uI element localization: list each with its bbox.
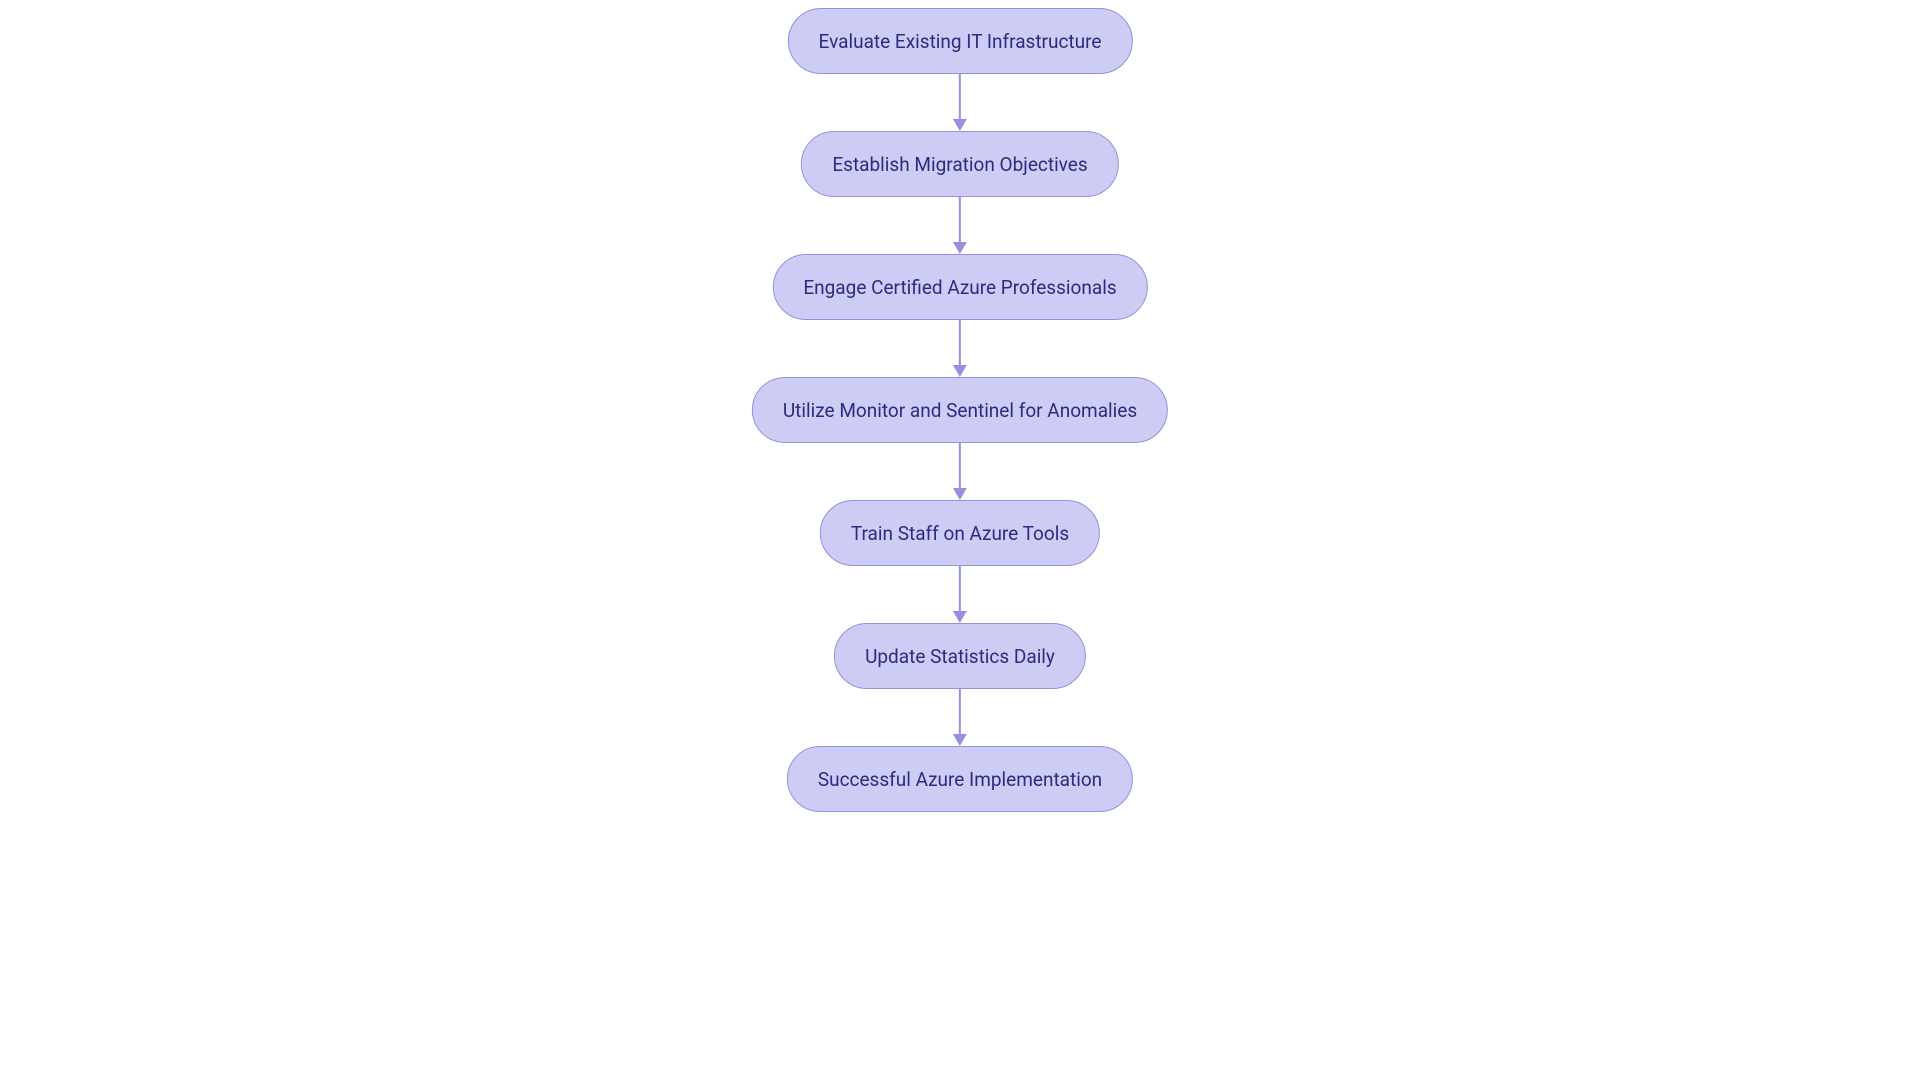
flow-arrow (953, 197, 967, 254)
flow-node: Train Staff on Azure Tools (820, 500, 1100, 566)
flow-arrow (953, 443, 967, 500)
flow-node: Update Statistics Daily (834, 623, 1086, 689)
flowchart-container: Evaluate Existing IT Infrastructure Esta… (752, 8, 1168, 812)
flow-node: Utilize Monitor and Sentinel for Anomali… (752, 377, 1168, 443)
flow-arrow (953, 566, 967, 623)
flow-node: Establish Migration Objectives (801, 131, 1118, 197)
flow-arrow (953, 320, 967, 377)
flow-arrow (953, 689, 967, 746)
flow-node: Successful Azure Implementation (787, 746, 1133, 812)
flow-arrow (953, 74, 967, 131)
flow-node: Evaluate Existing IT Infrastructure (788, 8, 1133, 74)
flow-node: Engage Certified Azure Professionals (772, 254, 1147, 320)
